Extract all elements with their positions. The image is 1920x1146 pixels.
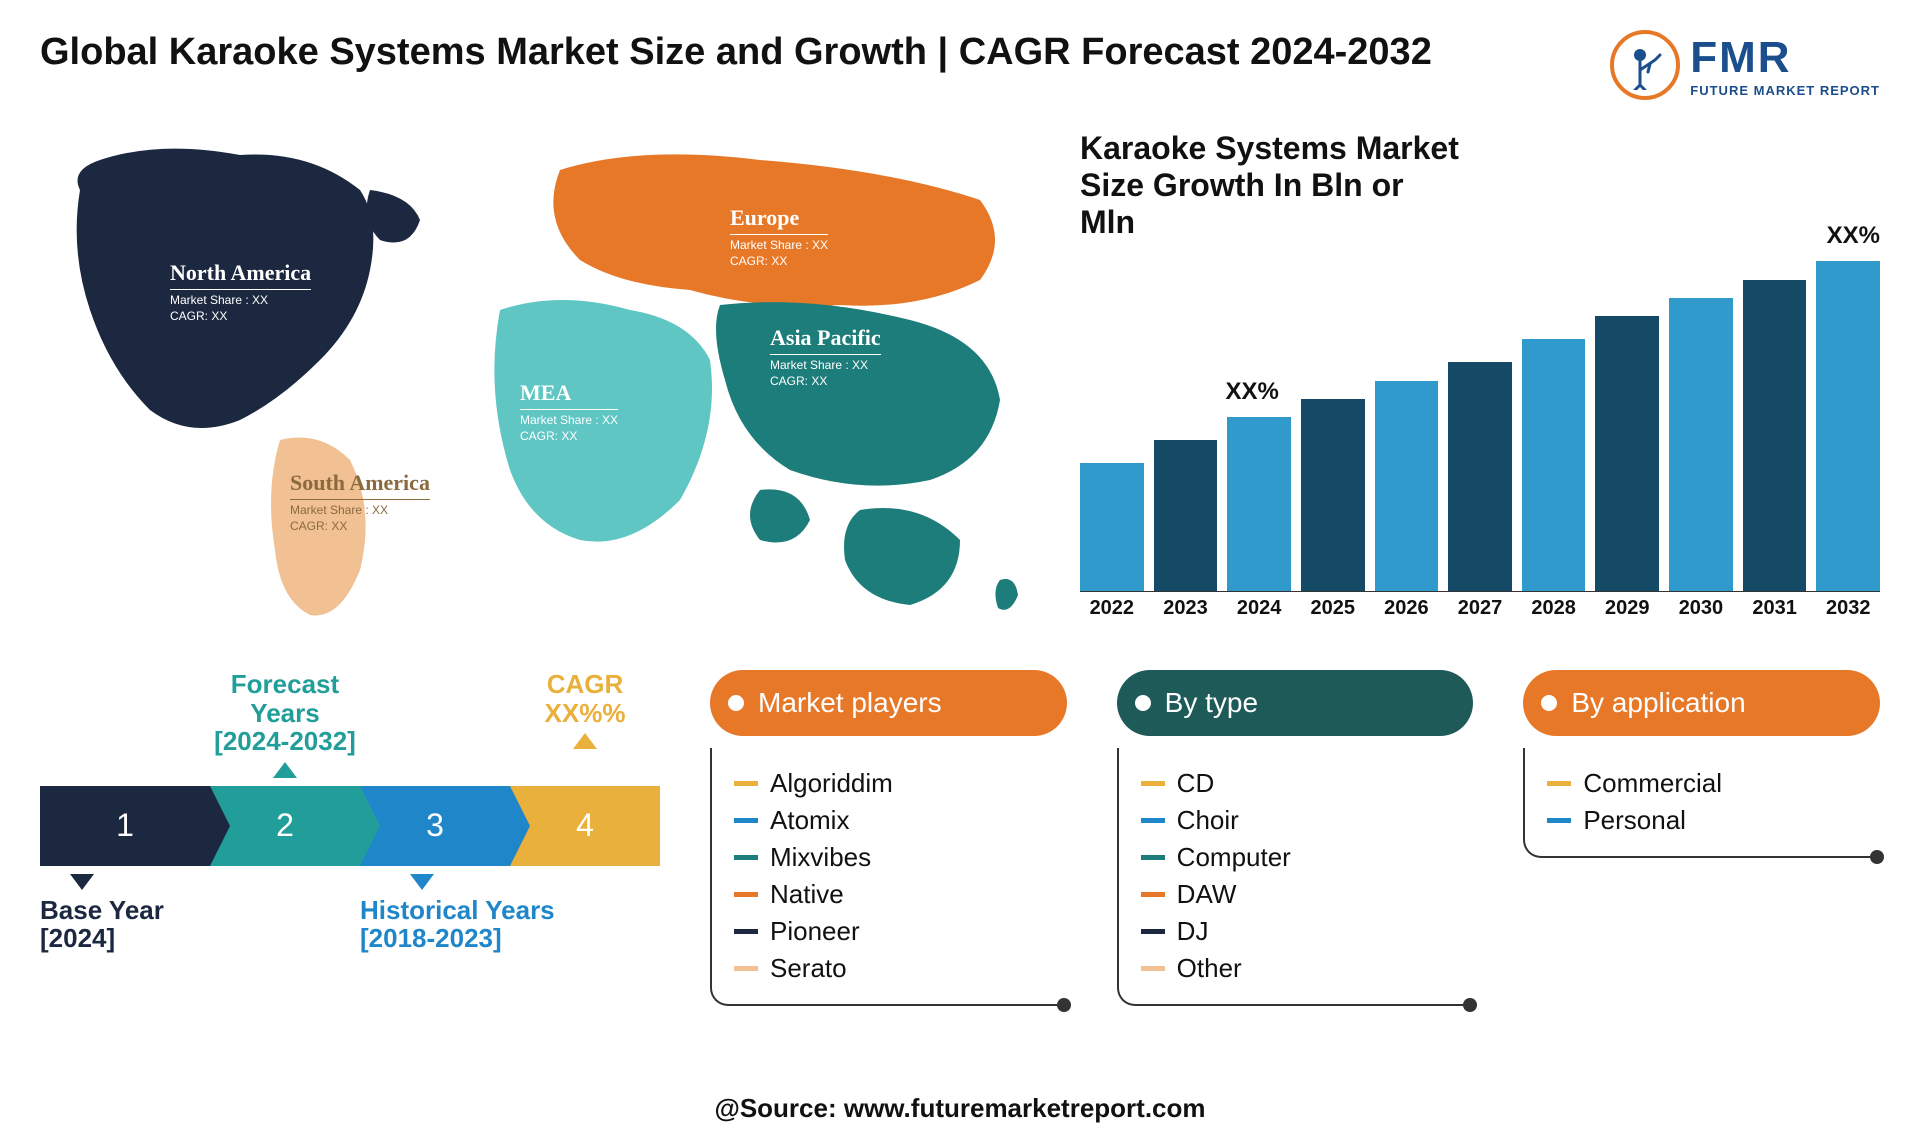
list-item: CD (1141, 768, 1464, 799)
annotation-2024: XX% (1225, 378, 1278, 406)
list-item: Algoriddim (734, 768, 1057, 799)
list-item: Pioneer (734, 916, 1057, 947)
growth-bar-chart: Karaoke Systems Market Size Growth In Bl… (1080, 130, 1880, 630)
pill-title-type: By type (1165, 687, 1258, 719)
bar-2026: 2026 (1375, 381, 1439, 621)
fmr-logo: FMR FUTURE MARKET REPORT (1610, 30, 1880, 100)
region-label-asia-pacific: Asia PacificMarket Share : XXCAGR: XX (770, 325, 881, 389)
base-year-value: [2024] (40, 924, 210, 953)
base-year-label: Base Year (40, 896, 210, 925)
list-item: DAW (1141, 879, 1464, 910)
timeline-segment-1: 1 (40, 786, 210, 866)
list-item: Choir (1141, 805, 1464, 836)
pill-title-application: By application (1571, 687, 1745, 719)
bar-2030: 2030 (1669, 298, 1733, 620)
pill-title-players: Market players (758, 687, 942, 719)
timeline-segment-2: 2 (210, 786, 360, 866)
triangle-up-icon (273, 762, 297, 778)
bullet-icon (1541, 695, 1557, 711)
list-item: Serato (734, 953, 1057, 984)
forecast-years: [2024-2032] (210, 727, 360, 756)
annotation-2032: XX% (1827, 222, 1880, 250)
timeline-segment-4: 4 (510, 786, 660, 866)
bar-2032: 2032 (1816, 261, 1880, 620)
region-label-mea: MEAMarket Share : XXCAGR: XX (520, 380, 618, 444)
logo-text-main: FMR (1690, 33, 1880, 83)
historical-label: Historical Years (360, 896, 660, 925)
cagr-value: XX%% (510, 699, 660, 728)
logo-icon (1610, 30, 1680, 100)
timeline-section: Forecast Years [2024-2032] CAGR XX%% 123… (40, 670, 660, 1006)
list-item: Atomix (734, 805, 1057, 836)
by-application-column: By application Commercial Personal (1523, 670, 1880, 1006)
timeline-segment-3: 3 (360, 786, 510, 866)
chart-title: Karaoke Systems Market Size Growth In Bl… (1080, 130, 1460, 240)
list-item: Other (1141, 953, 1464, 984)
list-item: Personal (1547, 805, 1870, 836)
bar-2027: 2027 (1448, 362, 1512, 620)
bar-2022: 2022 (1080, 463, 1144, 620)
triangle-down-icon (410, 874, 434, 890)
source-attribution: @Source: www.futuremarketreport.com (714, 1093, 1205, 1124)
historical-years: [2018-2023] (360, 924, 660, 953)
bar-2028: 2028 (1522, 339, 1586, 620)
bar-2031: 2031 (1743, 280, 1807, 621)
logo-text-sub: FUTURE MARKET REPORT (1690, 83, 1880, 98)
triangle-down-icon (70, 874, 94, 890)
by-type-column: By type CD Choir Computer DAW DJ Other (1117, 670, 1474, 1006)
bar-2023: 2023 (1154, 440, 1218, 620)
cagr-label: CAGR (510, 670, 660, 699)
list-item: Commercial (1547, 768, 1870, 799)
market-players-column: Market players Algoriddim Atomix Mixvibes N… (710, 670, 1067, 1006)
list-item: Computer (1141, 842, 1464, 873)
bar-2024: 2024 (1227, 417, 1291, 620)
list-item: DJ (1141, 916, 1464, 947)
region-label-south-america: South AmericaMarket Share : XXCAGR: XX (290, 470, 430, 534)
bullet-icon (1135, 695, 1151, 711)
list-item: Native (734, 879, 1057, 910)
triangle-up-icon (573, 733, 597, 749)
bar-2025: 2025 (1301, 399, 1365, 621)
list-item: Mixvibes (734, 842, 1057, 873)
region-label-europe: EuropeMarket Share : XXCAGR: XX (730, 205, 828, 269)
page-title: Global Karaoke Systems Market Size and G… (40, 30, 1432, 76)
bullet-icon (728, 695, 744, 711)
bar-2029: 2029 (1595, 316, 1659, 620)
forecast-label: Forecast Years (210, 670, 360, 727)
world-map: North AmericaMarket Share : XXCAGR: XX So… (40, 130, 1040, 630)
region-label-north-america: North AmericaMarket Share : XXCAGR: XX (170, 260, 311, 324)
chart-baseline (1080, 591, 1880, 592)
